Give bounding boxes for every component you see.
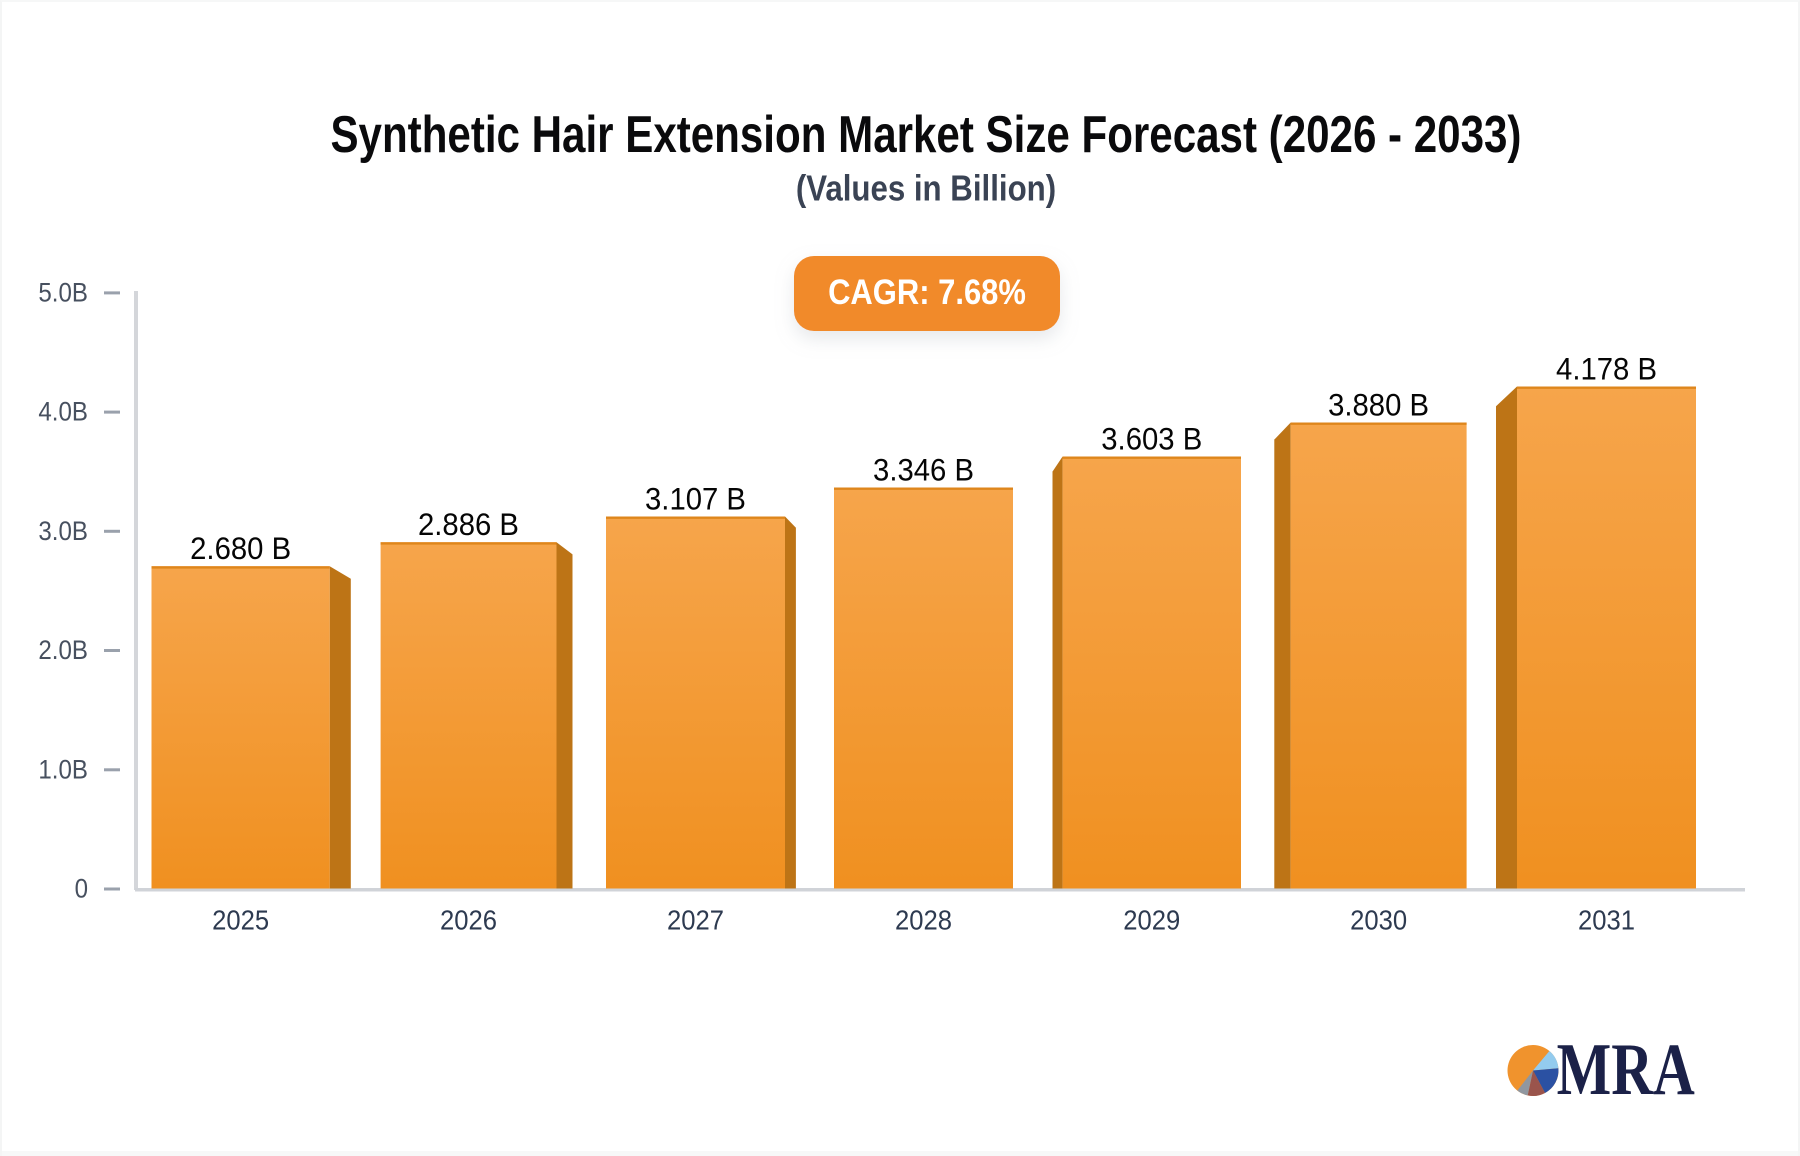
svg-text:2.886 B: 2.886 B xyxy=(418,507,519,542)
svg-text:4.178 B: 4.178 B xyxy=(1556,352,1657,387)
svg-text:2027: 2027 xyxy=(667,904,724,935)
svg-text:4.0B: 4.0B xyxy=(38,398,88,427)
svg-text:3.880 B: 3.880 B xyxy=(1328,388,1429,423)
svg-text:2031: 2031 xyxy=(1578,904,1635,935)
svg-text:1.0B: 1.0B xyxy=(38,755,88,784)
svg-text:2025: 2025 xyxy=(212,904,269,935)
svg-text:2030: 2030 xyxy=(1350,904,1407,935)
svg-text:2.0B: 2.0B xyxy=(38,636,88,665)
svg-text:2029: 2029 xyxy=(1123,904,1180,935)
svg-text:2.680 B: 2.680 B xyxy=(190,531,291,566)
svg-text:3.107 B: 3.107 B xyxy=(645,482,746,517)
svg-text:2028: 2028 xyxy=(895,904,952,935)
svg-text:CAGR: 7.68%: CAGR: 7.68% xyxy=(828,273,1026,312)
svg-text:MRA: MRA xyxy=(1557,1029,1695,1110)
svg-text:3.0B: 3.0B xyxy=(38,517,88,546)
svg-text:(Values in Billion): (Values in Billion) xyxy=(796,168,1056,209)
svg-text:3.603 B: 3.603 B xyxy=(1101,422,1202,457)
svg-text:2026: 2026 xyxy=(440,904,497,935)
svg-text:Synthetic Hair Extension Marke: Synthetic Hair Extension Market Size For… xyxy=(330,106,1521,164)
svg-text:0: 0 xyxy=(75,875,88,904)
svg-text:5.0B: 5.0B xyxy=(38,278,88,307)
svg-text:3.346 B: 3.346 B xyxy=(873,453,974,488)
